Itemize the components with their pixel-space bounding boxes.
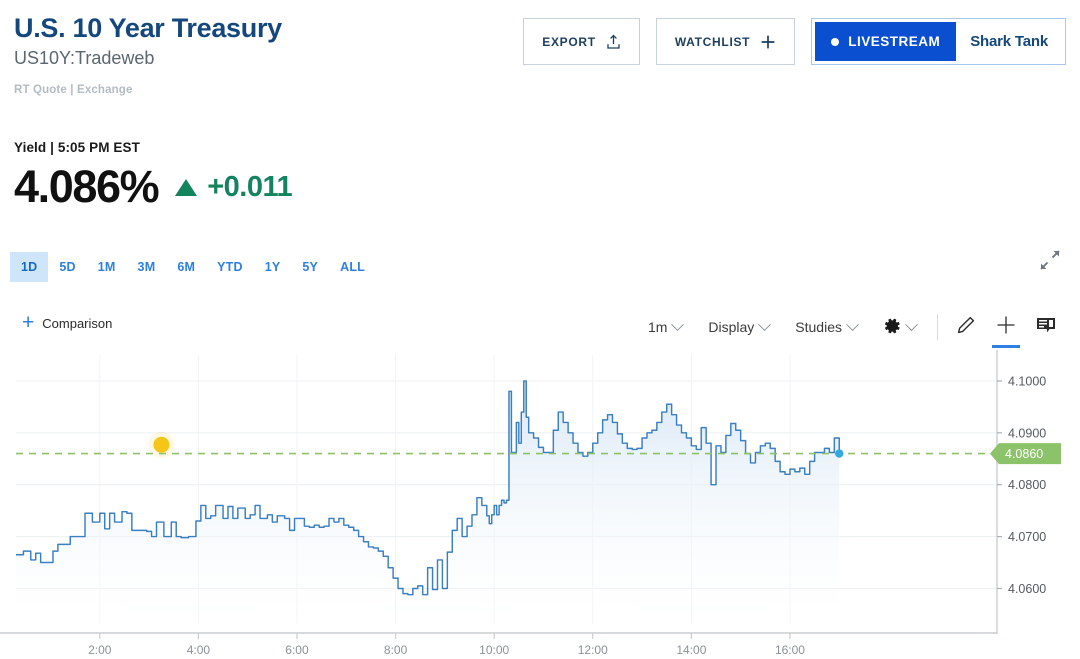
live-dot-icon [831,37,840,46]
price-change: +0.011 [175,170,293,204]
chevron-down-icon [671,317,685,331]
watchlist-button-label: WATCHLIST [674,34,751,49]
chart-area-fill [16,380,840,624]
livestream-show-link[interactable]: Shark Tank [970,33,1048,50]
livestream-button[interactable]: LIVESTREAM [815,22,957,61]
range-tab-3m[interactable]: 3M [127,252,167,282]
draw-tool-button[interactable] [946,310,986,344]
range-tab-ytd[interactable]: YTD [206,252,254,282]
last-price: 4.086% [14,161,160,212]
display-dropdown[interactable]: Display [695,312,782,342]
range-tab-label: 1Y [264,260,281,274]
toolbar-divider [937,314,938,340]
range-tab-5d[interactable]: 5D [48,252,86,282]
x-axis-tick-label: 14:00 [676,643,706,657]
range-tab-label: 5Y [302,260,319,274]
x-axis-tick-label: 8:00 [384,643,408,657]
plus-icon: + [22,311,35,334]
watchlist-button[interactable]: WATCHLIST [655,18,796,65]
range-tab-5y[interactable]: 5Y [291,252,329,282]
y-axis-tick-label: 4.1000 [1008,374,1046,388]
x-axis-tick-label: 4:00 [187,643,211,657]
plus-icon [760,34,776,50]
x-axis-tick-label: 12:00 [578,643,608,657]
range-tab-1m[interactable]: 1M [87,252,127,282]
x-axis-tick-label: 10:00 [479,643,509,657]
annotations-button[interactable] [1026,310,1066,344]
header-actions: EXPORT WATCHLIST [523,18,1066,65]
studies-dropdown[interactable]: Studies [782,312,870,342]
page-title: U.S. 10 Year Treasury [14,13,282,43]
livestream-module: LIVESTREAM Shark Tank [811,18,1066,65]
livestream-label: LIVESTREAM [848,34,941,49]
y-axis-tick-label: 4.0600 [1008,582,1046,596]
y-axis-tick-label: 4.0900 [1008,426,1046,440]
pencil-icon [955,314,977,341]
gear-icon [883,317,901,338]
triangle-up-icon [175,178,198,196]
chart-settings-dropdown[interactable] [870,312,929,342]
price-block: Yield | 5:05 PM EST 4.086% +0.011 [14,140,293,213]
comparison-label: Comparison [42,315,113,331]
range-tab-all[interactable]: ALL [329,252,376,282]
y-axis-tick-label: 4.0700 [1008,530,1046,544]
quote-timestamp-label: Yield | 5:05 PM EST [14,140,140,155]
range-tab-label: ALL [340,260,365,274]
comment-icon [1035,315,1057,340]
chevron-down-icon [758,317,772,331]
range-tab-label: 1D [21,260,38,274]
range-tab-label: 1M [97,260,116,274]
price-change-value: +0.011 [207,170,293,203]
previous-close-badge-label: 4.0860 [1005,447,1043,461]
price-row: 4.086% +0.011 [14,161,293,213]
chart-canvas[interactable]: 4.1000 4.0900 4.0800 4.0700 4.0600 4.0860 2:00… [0,350,1080,659]
last-price-marker [835,449,844,458]
earnings-event-marker [148,431,175,458]
range-tab-label: 5D [59,260,76,274]
range-tab-1y[interactable]: 1Y [254,252,292,282]
display-label: Display [708,319,755,335]
range-tab-1d[interactable]: 1D [10,252,49,282]
range-tabs: 1D 5D 1M 3M 6M YTD 1Y 5Y ALL [10,252,376,282]
export-button[interactable]: EXPORT [523,18,640,65]
range-tab-6m[interactable]: 6M [166,252,206,282]
chart-toolbar: + Comparison 1m Display Studies [0,308,1080,348]
export-button-label: EXPORT [542,34,596,49]
expand-arrows-icon[interactable] [1035,245,1065,275]
upload-icon [606,34,621,50]
previous-close-badge: 4.0860 [990,443,1061,465]
chart-toolbar-right: 1m Display Studies [635,308,1066,348]
page-header: U.S. 10 Year Treasury US10Y:Tradeweb RT … [0,0,1080,120]
chevron-down-icon [846,317,859,331]
x-axis-tick-label: 2:00 [88,643,112,657]
add-comparison-button[interactable]: + Comparison [22,311,113,334]
x-axis-tick-label: 6:00 [285,643,309,657]
y-axis-tick-label: 4.0800 [1008,478,1046,492]
chevron-down-icon [905,317,918,331]
title-block: U.S. 10 Year Treasury US10Y:Tradeweb RT … [14,12,282,96]
quote-symbol: US10Y:Tradeweb [14,48,155,68]
chart-line [16,380,840,596]
range-tab-label: YTD [217,260,243,274]
interval-dropdown[interactable]: 1m [635,312,695,342]
x-axis-tick-label: 16:00 [775,643,805,657]
price-chart[interactable]: 4.1000 4.0900 4.0800 4.0700 4.0600 4.0860 2:00… [0,350,1080,659]
crosshair-tool-button[interactable] [986,310,1026,348]
quote-source-meta: RT Quote | Exchange [14,84,133,96]
range-tab-label: 6M [177,260,196,274]
studies-label: Studies [795,319,842,335]
interval-label: 1m [647,319,668,335]
range-tab-label: 3M [137,260,156,274]
crosshair-icon [995,314,1017,341]
